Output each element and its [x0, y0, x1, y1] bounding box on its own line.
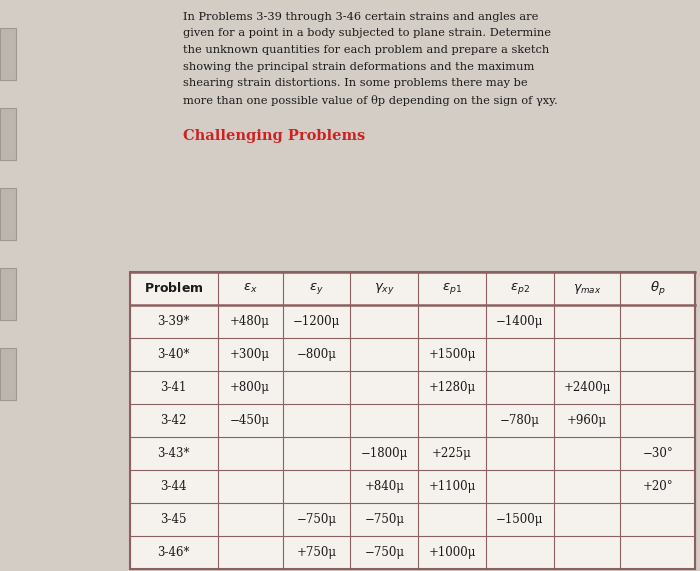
Text: +750μ: +750μ: [297, 546, 337, 559]
Text: −750μ: −750μ: [297, 513, 337, 526]
Bar: [0, 188, 16, 240]
Text: +800μ: +800μ: [230, 381, 270, 394]
Text: +225μ: +225μ: [432, 447, 472, 460]
Text: +1500μ: +1500μ: [428, 348, 476, 361]
Text: +20°: +20°: [643, 480, 673, 493]
Text: −1200μ: −1200μ: [293, 315, 340, 328]
Text: 3-43*: 3-43*: [158, 447, 190, 460]
Text: $\epsilon_{p1}$: $\epsilon_{p1}$: [442, 281, 462, 296]
Text: $\theta_p$: $\theta_p$: [650, 279, 666, 297]
Bar: [130, 272, 695, 569]
Text: −1500μ: −1500μ: [496, 513, 543, 526]
Bar: [0, 28, 16, 80]
Text: 3-44: 3-44: [160, 480, 187, 493]
Bar: [0, 108, 16, 160]
Text: $\epsilon_x$: $\epsilon_x$: [243, 282, 258, 295]
Text: 3-40*: 3-40*: [158, 348, 190, 361]
Text: +300μ: +300μ: [230, 348, 270, 361]
Text: +960μ: +960μ: [567, 414, 607, 427]
Text: the unknown quantities for each problem and prepare a sketch: the unknown quantities for each problem …: [183, 45, 550, 55]
Text: Challenging Problems: Challenging Problems: [183, 129, 365, 143]
Text: +1000μ: +1000μ: [428, 546, 476, 559]
Text: $\mathbf{Problem}$: $\mathbf{Problem}$: [144, 282, 204, 296]
Text: 3-39*: 3-39*: [158, 315, 190, 328]
Text: −30°: −30°: [643, 447, 673, 460]
Text: −780μ: −780μ: [500, 414, 540, 427]
Text: given for a point in a body subjected to plane strain. Determine: given for a point in a body subjected to…: [183, 29, 551, 38]
Text: $\epsilon_{p2}$: $\epsilon_{p2}$: [510, 281, 530, 296]
Text: +840μ: +840μ: [364, 480, 404, 493]
Text: −800μ: −800μ: [297, 348, 337, 361]
Text: 3-46*: 3-46*: [158, 546, 190, 559]
Text: +2400μ: +2400μ: [564, 381, 611, 394]
Bar: [0, 268, 16, 320]
Text: $\gamma_{xy}$: $\gamma_{xy}$: [374, 281, 395, 296]
Text: −1400μ: −1400μ: [496, 315, 543, 328]
Text: more than one possible value of θp depending on the sign of γxy.: more than one possible value of θp depen…: [183, 94, 558, 106]
Text: −750μ: −750μ: [364, 513, 405, 526]
Text: 3-42: 3-42: [160, 414, 187, 427]
Text: −750μ: −750μ: [364, 546, 405, 559]
Bar: [0, 348, 16, 400]
Text: +1280μ: +1280μ: [428, 381, 475, 394]
Text: $\epsilon_y$: $\epsilon_y$: [309, 281, 324, 296]
Text: 3-41: 3-41: [160, 381, 187, 394]
Text: $\gamma_{max}$: $\gamma_{max}$: [573, 282, 601, 296]
Text: showing the principal strain deformations and the maximum: showing the principal strain deformation…: [183, 62, 534, 71]
Text: 3-45: 3-45: [160, 513, 187, 526]
Text: −1800μ: −1800μ: [360, 447, 408, 460]
Text: −450μ: −450μ: [230, 414, 270, 427]
Bar: [130, 272, 695, 569]
Text: +480μ: +480μ: [230, 315, 270, 328]
Text: shearing strain distortions. In some problems there may be: shearing strain distortions. In some pro…: [183, 78, 528, 88]
Text: +1100μ: +1100μ: [428, 480, 476, 493]
Text: In Problems 3-39 through 3-46 certain strains and angles are: In Problems 3-39 through 3-46 certain st…: [183, 12, 538, 22]
